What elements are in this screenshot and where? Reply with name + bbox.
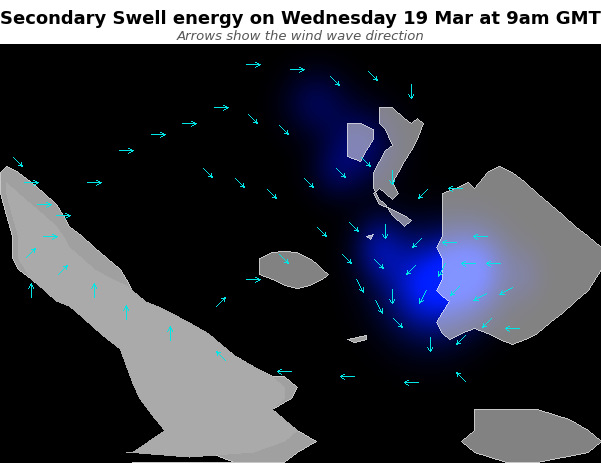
Text: Arrows show the wind wave direction: Arrows show the wind wave direction: [177, 30, 424, 43]
Text: Secondary Swell energy on Wednesday 19 Mar at 9am GMT: Secondary Swell energy on Wednesday 19 M…: [0, 10, 601, 28]
